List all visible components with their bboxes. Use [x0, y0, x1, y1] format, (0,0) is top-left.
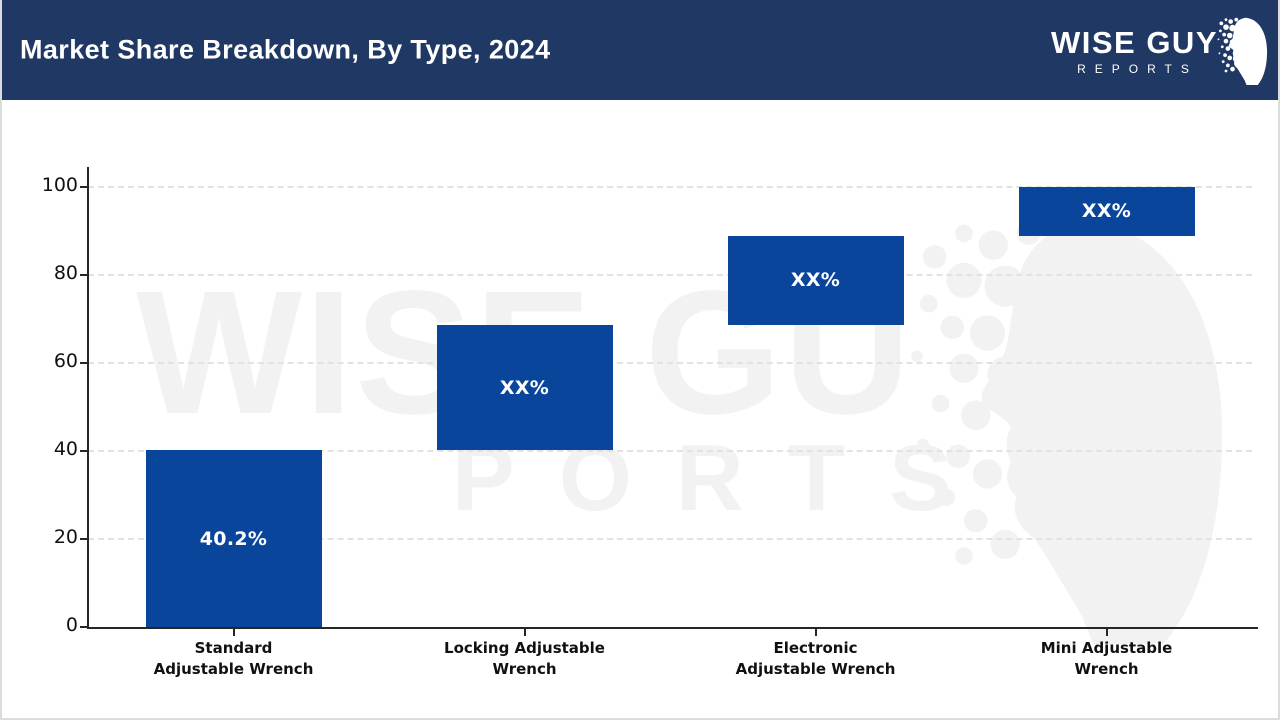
bar-value-label: XX%	[1081, 200, 1132, 223]
gridline	[88, 186, 1252, 188]
y-tick-mark	[80, 274, 88, 276]
y-tick-mark	[80, 186, 88, 188]
x-category-label-line: Electronic	[773, 639, 858, 657]
y-tick-label: 40	[53, 438, 78, 460]
gridline	[88, 362, 1252, 364]
x-category-label: Standard Adjustable Wrench	[84, 638, 384, 680]
y-tick-mark	[80, 626, 88, 628]
y-tick-label: 80	[53, 262, 78, 284]
gridline	[88, 538, 1252, 540]
x-category-label: Electronic Adjustable Wrench	[666, 638, 966, 680]
x-category-label-line: Mini Adjustable	[1040, 639, 1173, 657]
x-category-label: Locking Adjustable Wrench	[375, 638, 675, 680]
logo-wordmark: WISE GUY	[1050, 24, 1218, 60]
y-tick-label: 100	[41, 174, 78, 196]
x-category-label-line: Wrench	[1074, 660, 1139, 678]
bar-value-label: XX%	[499, 376, 550, 399]
x-category-label-line: Locking Adjustable	[444, 639, 605, 657]
y-tick-mark	[80, 538, 88, 540]
x-category-label-line: Standard	[194, 639, 273, 657]
wise-guy-reports-logo: WISE GUY REPORTS	[1051, 8, 1268, 92]
bar: XX%	[727, 235, 904, 326]
x-category-label: Mini Adjustable Wrench	[957, 638, 1257, 680]
gridline	[88, 274, 1252, 276]
x-category-label-line: Adjustable Wrench	[735, 660, 896, 678]
x-category-label-line: Adjustable Wrench	[153, 660, 314, 678]
x-tick-mark	[232, 629, 235, 636]
y-tick-label: 20	[53, 526, 78, 548]
y-tick-label: 0	[65, 614, 78, 636]
header-bar: Market Share Breakdown, By Type, 2024 WI…	[0, 0, 1280, 100]
bar: XX%	[1018, 187, 1195, 236]
gridline	[88, 450, 1252, 452]
bar: 40.2%	[145, 450, 322, 627]
x-axis-line	[87, 627, 1258, 629]
page-title: Market Share Breakdown, By Type, 2024	[20, 34, 551, 65]
y-axis-line	[87, 167, 89, 629]
y-tick-mark	[80, 362, 88, 364]
x-tick-mark	[523, 629, 526, 636]
logo-face-icon	[1212, 8, 1268, 92]
bar-value-label: 40.2%	[199, 527, 268, 550]
x-tick-mark	[1105, 629, 1108, 636]
bar-value-label: XX%	[790, 269, 841, 292]
bar: XX%	[436, 325, 613, 451]
y-tick-label: 60	[53, 350, 78, 372]
logo-subtitle: REPORTS	[1077, 61, 1198, 76]
x-tick-mark	[814, 629, 817, 636]
x-category-label-line: Wrench	[492, 660, 557, 678]
logo-text: WISE GUY REPORTS	[1051, 25, 1218, 76]
y-tick-mark	[80, 450, 88, 452]
